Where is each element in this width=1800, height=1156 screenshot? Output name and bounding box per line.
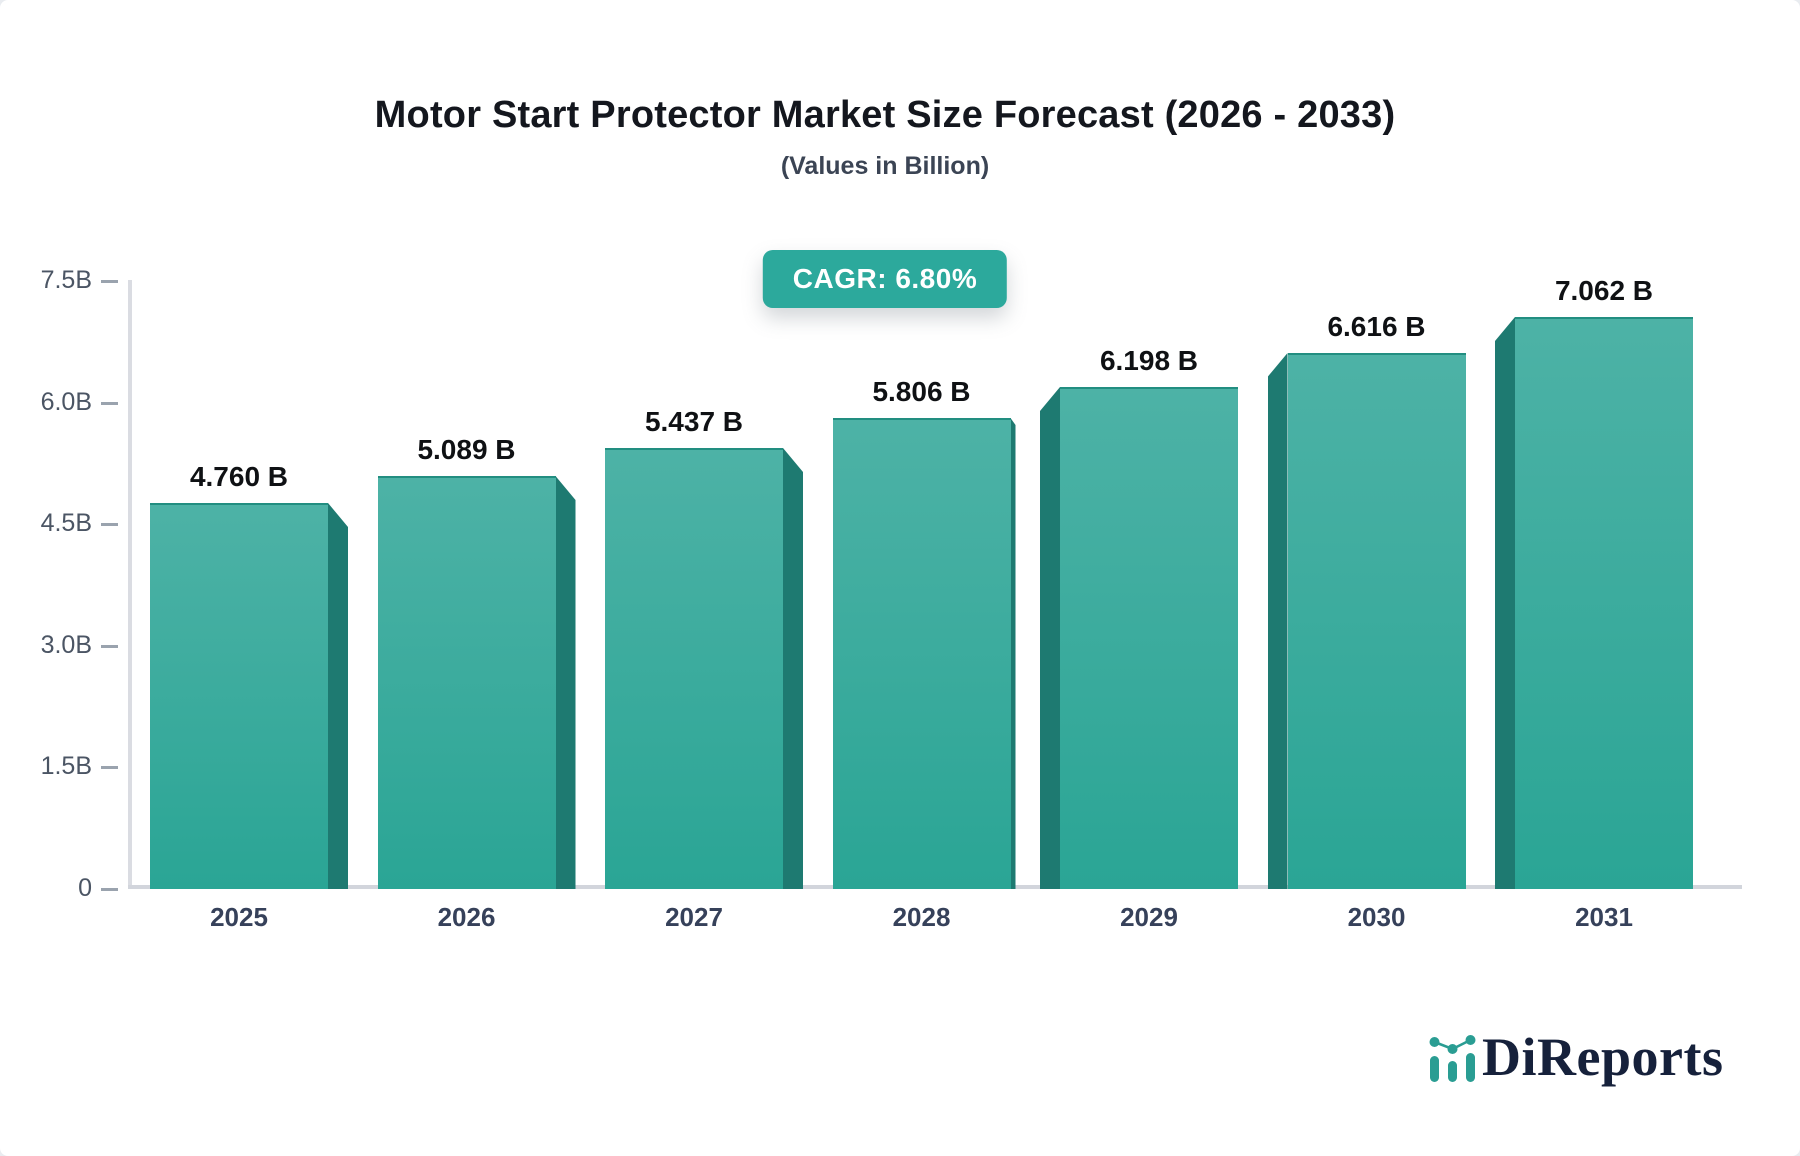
bar-3d-side bbox=[783, 448, 803, 889]
x-axis-label: 2025 bbox=[210, 902, 268, 932]
bar-value-label: 5.806 B bbox=[872, 376, 971, 407]
tick-mark bbox=[101, 523, 118, 527]
tick-mark bbox=[101, 888, 118, 891]
bar-face bbox=[605, 448, 783, 889]
bar-value-label: 6.616 B bbox=[1327, 311, 1426, 342]
y-tick-label: 1.5B bbox=[40, 752, 92, 781]
bar-face bbox=[1515, 317, 1693, 889]
bar-3d-side bbox=[1267, 353, 1288, 889]
bar-3d-side bbox=[1010, 418, 1016, 889]
x-axis-label: 2029 bbox=[1120, 902, 1178, 932]
x-axis-label: 2026 bbox=[437, 902, 496, 932]
x-axis-label: 2027 bbox=[665, 902, 723, 932]
bar-2025: 4.760 B 2025 bbox=[150, 461, 348, 932]
x-axis-label: 2031 bbox=[1575, 902, 1633, 932]
bar-3d-side bbox=[328, 503, 348, 889]
x-axis-label: 2028 bbox=[892, 902, 951, 932]
bar-value-label: 5.089 B bbox=[417, 434, 516, 465]
y-tick-label: 7.5B bbox=[40, 265, 92, 294]
bar-face bbox=[1060, 387, 1238, 889]
bar-2028: 5.806 B 2028 bbox=[832, 376, 1016, 932]
tick-mark bbox=[101, 766, 118, 770]
bar-2027: 5.437 B 2027 bbox=[605, 406, 803, 932]
bar-3d-side bbox=[1495, 317, 1515, 889]
bar-2031: 7.062 B 2031 bbox=[1495, 275, 1693, 932]
bar-3d-side bbox=[555, 476, 576, 889]
bar-2030: 6.616 B 2030 bbox=[1267, 311, 1466, 932]
chart-subtitle: (Values in Billion) bbox=[780, 152, 990, 180]
x-axis-label: 2030 bbox=[1347, 902, 1406, 932]
bar-face bbox=[1287, 353, 1466, 889]
y-tick-label: 3.0B bbox=[40, 630, 92, 659]
y-tick-label: 0 bbox=[78, 873, 92, 902]
bar-2026: 5.089 B 2026 bbox=[377, 434, 576, 932]
tick-mark bbox=[101, 644, 118, 648]
chart-title: Motor Start Protector Market Size Foreca… bbox=[374, 94, 1396, 136]
y-tick-label: 6.0B bbox=[40, 387, 92, 416]
bar-value-label: 6.198 B bbox=[1099, 345, 1199, 376]
bar-value-label: 4.760 B bbox=[189, 461, 289, 492]
cagr-badge: CAGR: 6.80% bbox=[762, 250, 1008, 308]
bar-face bbox=[377, 476, 556, 889]
tick-mark bbox=[101, 280, 118, 283]
bar-face bbox=[832, 418, 1011, 889]
logo-text: DiReports bbox=[1482, 1027, 1724, 1087]
bar-face bbox=[150, 503, 328, 889]
direports-logo: DiReports bbox=[1428, 1028, 1723, 1086]
bar-2029: 6.198 B 2029 bbox=[1040, 345, 1238, 932]
bar-value-label: 7.062 B bbox=[1554, 275, 1654, 306]
bar-value-label: 5.437 B bbox=[644, 406, 744, 437]
mini-bar-chart-icon bbox=[1429, 1035, 1476, 1082]
tick-mark bbox=[101, 401, 118, 405]
bar-3d-side bbox=[1040, 387, 1060, 889]
y-tick-label: 4.5B bbox=[40, 509, 92, 538]
y-axis-line bbox=[128, 280, 132, 889]
